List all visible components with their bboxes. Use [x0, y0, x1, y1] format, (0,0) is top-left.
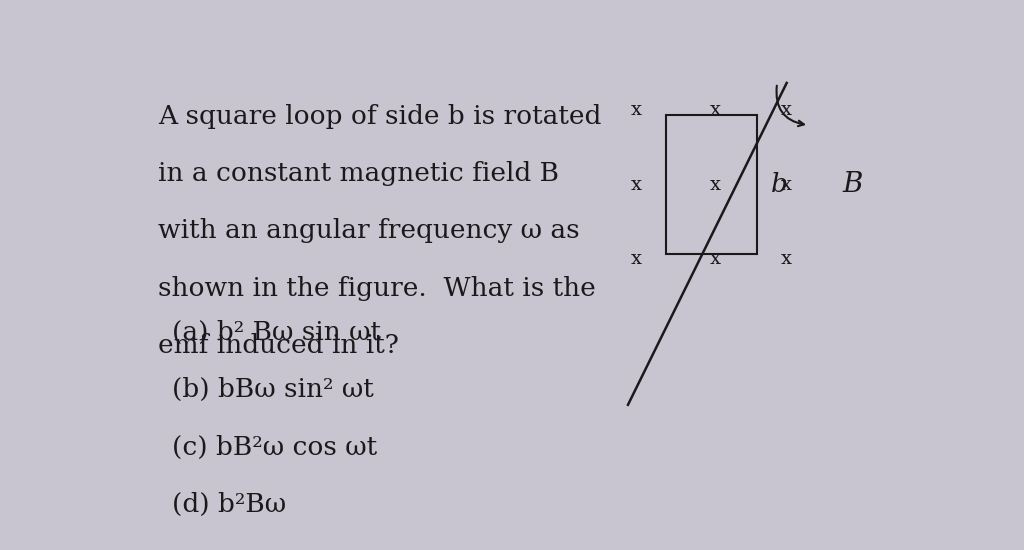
Text: (b) bBω sin² ωt: (b) bBω sin² ωt — [172, 377, 374, 402]
Bar — [666, 115, 758, 255]
Text: x: x — [631, 101, 641, 119]
Text: x: x — [781, 175, 793, 194]
Text: (a) b² Bω sin ωt: (a) b² Bω sin ωt — [172, 320, 381, 345]
Text: (c) bB²ω cos ωt: (c) bB²ω cos ωt — [172, 434, 377, 459]
Text: x: x — [781, 250, 793, 268]
Text: x: x — [631, 250, 641, 268]
Text: (d) b²Bω: (d) b²Bω — [172, 492, 286, 516]
Text: x: x — [710, 175, 721, 194]
Text: shown in the figure.  What is the: shown in the figure. What is the — [158, 276, 596, 301]
Text: x: x — [710, 250, 721, 268]
Text: emf induced in it?: emf induced in it? — [158, 333, 399, 358]
Text: x: x — [781, 101, 793, 119]
Text: with an angular frequency ω as: with an angular frequency ω as — [158, 218, 580, 244]
Text: in a constant magnetic field B: in a constant magnetic field B — [158, 161, 559, 186]
Text: x: x — [631, 175, 641, 194]
Text: A square loop of side b is rotated: A square loop of side b is rotated — [158, 104, 601, 129]
Text: b: b — [771, 172, 787, 197]
Text: B: B — [842, 171, 862, 198]
Text: x: x — [710, 101, 721, 119]
